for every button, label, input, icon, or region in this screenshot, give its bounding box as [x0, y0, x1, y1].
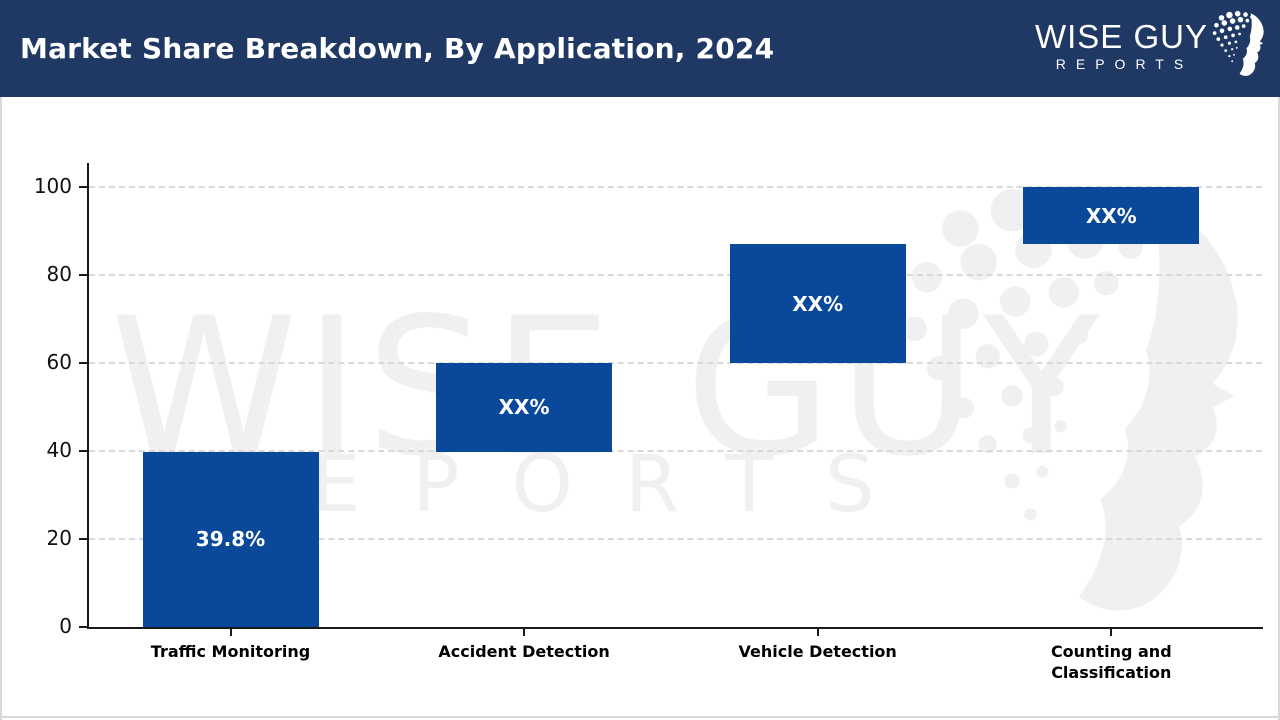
header-bar: Market Share Breakdown, By Application, … [0, 0, 1280, 97]
page-border-bottom [0, 716, 1280, 718]
y-tick-label-20: 20 [46, 526, 72, 550]
gridline-20 [89, 538, 1262, 540]
y-tick-label-60: 60 [46, 350, 72, 374]
gridline-100 [89, 186, 1262, 188]
bar-traffic-monitoring: 39.8% [142, 451, 319, 627]
x-category-label-vehicle-detection: Vehicle Detection [738, 642, 897, 661]
x-axis-line [87, 627, 1263, 629]
y-tick-mark-60 [79, 362, 87, 364]
bar-value-label-accident-detection: XX% [498, 395, 550, 420]
x-tick-mark-counting-and-classification [1110, 629, 1113, 636]
bar-accident-detection: XX% [436, 363, 613, 452]
page-title: Market Share Breakdown, By Application, … [20, 32, 775, 65]
wiseguy-face-icon [1212, 10, 1264, 76]
y-axis-line [87, 163, 89, 629]
y-tick-label-40: 40 [46, 438, 72, 462]
y-tick-mark-20 [79, 538, 87, 540]
y-tick-mark-100 [79, 186, 87, 188]
page-border-left [0, 97, 2, 720]
page-border-right [1278, 97, 1280, 720]
x-category-label-traffic-monitoring: Traffic Monitoring [150, 642, 311, 661]
logo-subtext: REPORTS [1055, 55, 1194, 72]
wiseguy-logo: WISE GUY REPORTS [1035, 5, 1270, 87]
y-tick-mark-80 [79, 274, 87, 276]
y-tick-mark-40 [79, 450, 87, 452]
logo-wordmark: WISE GUY [1034, 18, 1208, 56]
bar-counting-and-classification: XX% [1023, 187, 1200, 245]
bar-vehicle-detection: XX% [729, 244, 906, 363]
bar-value-label-traffic-monitoring: 39.8% [195, 527, 266, 552]
x-tick-mark-accident-detection [523, 629, 526, 636]
x-tick-mark-vehicle-detection [816, 629, 819, 636]
gridline-60 [89, 362, 1262, 364]
logo-text: WISE GUY REPORTS [1035, 20, 1208, 72]
y-tick-label-100: 100 [33, 174, 72, 198]
y-tick-label-0: 0 [59, 614, 72, 638]
bar-value-label-counting-and-classification: XX% [1085, 203, 1137, 228]
x-category-label-counting-and-classification: Counting and Classification [1050, 642, 1172, 682]
x-category-label-accident-detection: Accident Detection [438, 642, 610, 661]
bar-value-label-vehicle-detection: XX% [792, 291, 844, 316]
x-tick-mark-traffic-monitoring [229, 629, 232, 636]
y-tick-label-80: 80 [46, 262, 72, 286]
y-tick-mark-0 [79, 626, 87, 628]
gridline-80 [89, 274, 1262, 276]
gridline-40 [89, 450, 1262, 452]
